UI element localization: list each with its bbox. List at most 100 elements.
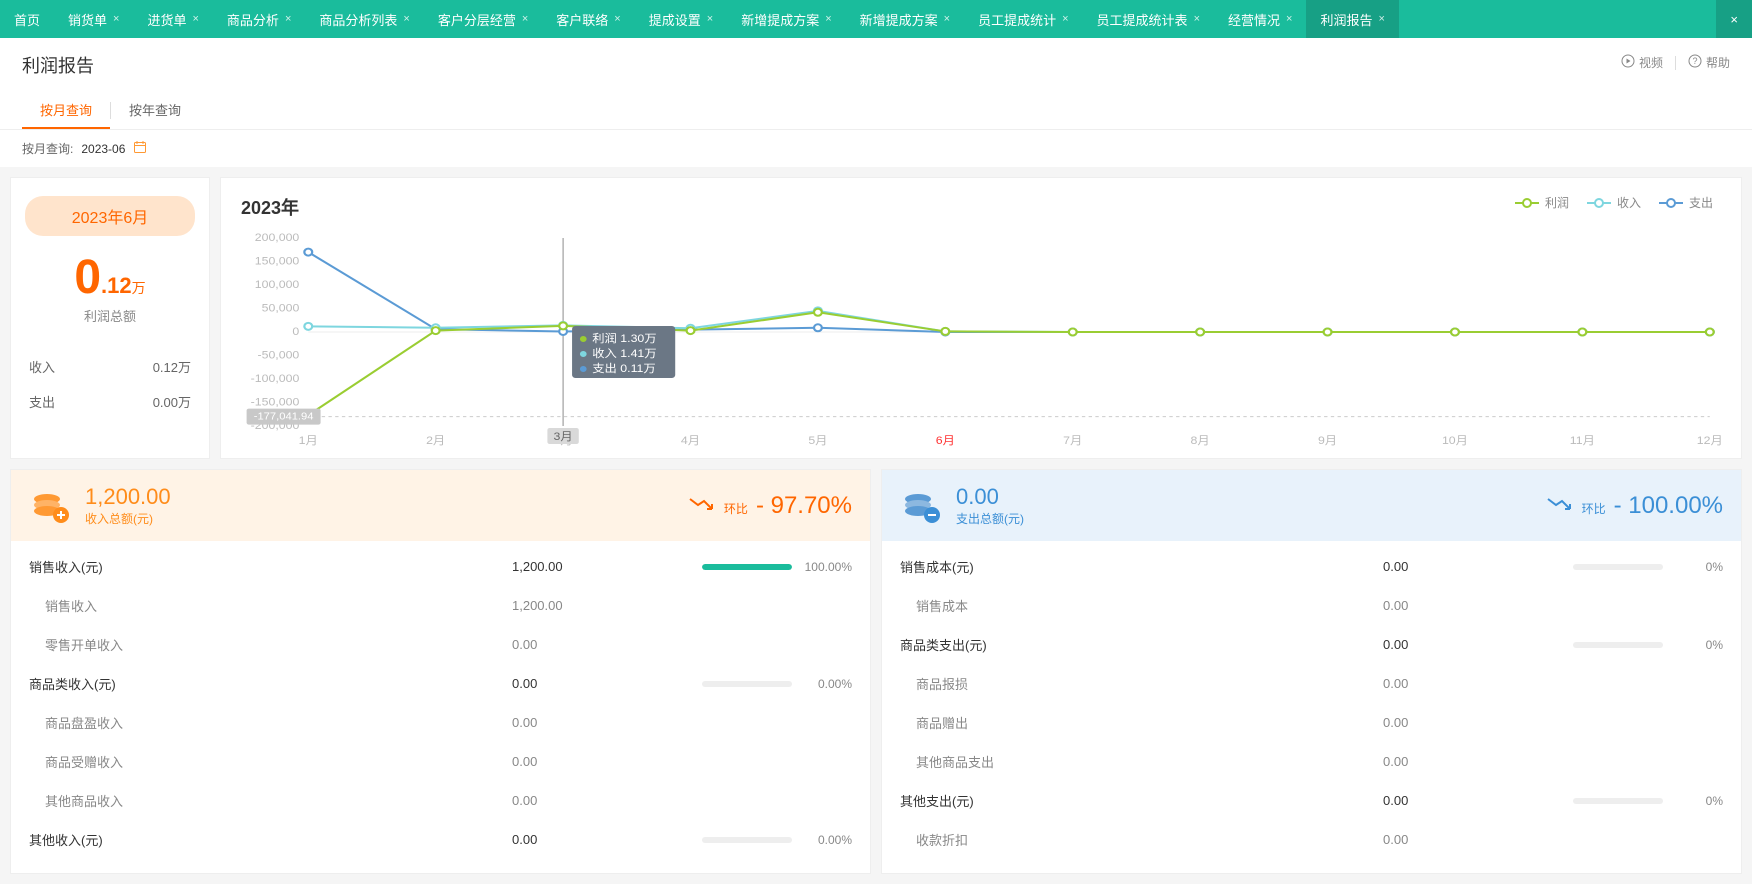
top-tab[interactable]: 新增提成方案× [846,0,964,38]
top-tab[interactable]: 利润报告× [1306,0,1398,38]
legend-profit[interactable]: 利润 [1515,194,1569,211]
top-tab[interactable]: 销货单× [54,0,133,38]
month-pill: 2023年6月 [25,196,195,236]
sub-row: 收款折扣0.00 [900,820,1723,859]
row-bar: 0.00% [652,833,852,847]
help-label: 帮助 [1706,54,1730,71]
income-trend: 环比 - 97.70% [688,492,852,520]
row-value: 0.00 [512,715,652,730]
row-name: 商品盘盈收入 [29,713,512,732]
svg-text:收入 1.41万: 收入 1.41万 [592,347,656,360]
close-icon[interactable]: × [285,13,291,25]
sub-row: 其他商品收入0.00 [29,781,852,820]
close-icon[interactable]: × [522,13,528,25]
income-amount: 1,200.00 [85,484,171,510]
close-icon[interactable]: × [1194,13,1200,25]
legend-mark-icon [1659,198,1683,208]
income-value: 0.12万 [153,357,191,376]
close-all-icon[interactable]: × [1716,0,1752,38]
trend-down-icon [1546,495,1574,513]
row-name: 商品受赠收入 [29,752,512,771]
top-tab[interactable]: 经营情况× [1214,0,1306,38]
expense-amount-block: 0.00 支出总额(元) [956,484,1024,527]
profit-unit: 万 [132,280,146,296]
close-icon[interactable]: × [707,13,713,25]
row-name: 商品报损 [900,674,1383,693]
svg-text:-150,000: -150,000 [251,396,300,408]
top-tab[interactable]: 员工提成统计表× [1083,0,1214,38]
category-row: 其他支出(元)0.000% [900,781,1723,820]
row-value: 0.00 [1383,832,1523,847]
svg-text:-177,041.94: -177,041.94 [254,411,314,422]
top-tab[interactable]: 员工提成统计× [964,0,1082,38]
svg-text:11月: 11月 [1570,435,1595,447]
expense-panel-head: 0.00 支出总额(元) 环比 - 100.00% [882,470,1741,541]
row-value: 0.00 [512,793,652,808]
tab-yearly[interactable]: 按年查询 [111,92,199,129]
row-value: 0.00 [512,637,652,652]
top-tab[interactable]: 客户分层经营× [424,0,542,38]
close-icon[interactable]: × [944,13,950,25]
close-icon[interactable]: × [1378,13,1384,25]
row-value: 0.00 [512,832,652,847]
income-amount-block: 1,200.00 收入总额(元) [85,484,171,527]
category-row: 商品类支出(元)0.000% [900,625,1723,664]
top-tab[interactable]: 商品分析列表× [305,0,423,38]
trend-down-icon [688,495,716,513]
close-icon[interactable]: × [403,13,409,25]
row-name: 零售开单收入 [29,635,512,654]
svg-text:150,000: 150,000 [255,255,300,267]
filter-date[interactable]: 2023-06 [81,142,125,156]
tab-monthly[interactable]: 按月查询 [22,92,110,129]
line-chart[interactable]: 200,000150,000100,00050,0000-50,000-100,… [241,230,1721,450]
top-tab[interactable]: 首页 [0,0,54,38]
sub-row: 商品受赠收入0.00 [29,742,852,781]
help-link[interactable]: ? 帮助 [1688,54,1730,71]
coins-minus-icon [900,485,942,527]
filter-row: 按月查询: 2023-06 [0,129,1752,167]
top-tab[interactable]: 进货单× [133,0,212,38]
video-link[interactable]: 视频 [1621,54,1663,71]
svg-text:?: ? [1692,56,1697,66]
svg-text:7月: 7月 [1063,435,1082,447]
legend-expense[interactable]: 支出 [1659,194,1713,211]
row-bar: 0.00% [652,677,852,691]
sub-tabs: 按月查询 按年查询 [22,92,1730,129]
close-icon[interactable]: × [1062,13,1068,25]
profit-dec: .12 [101,273,132,298]
close-icon[interactable]: × [614,13,620,25]
svg-text:9月: 9月 [1318,435,1337,447]
expense-rows: 销售成本(元)0.000%销售成本0.00商品类支出(元)0.000%商品报损0… [882,541,1741,873]
legend-income[interactable]: 收入 [1587,194,1641,211]
row-name: 商品赠出 [900,713,1383,732]
svg-text:6月: 6月 [936,435,955,447]
income-panel-head: 1,200.00 收入总额(元) 环比 - 97.70% [11,470,870,541]
svg-text:-100,000: -100,000 [251,373,300,385]
divider [1675,56,1676,70]
play-icon [1621,54,1635,71]
close-icon[interactable]: × [113,13,119,25]
row-bar: 0% [1523,794,1723,808]
income-panel: 1,200.00 收入总额(元) 环比 - 97.70% 销售收入(元)1,20… [10,469,871,874]
row-name: 其他收入(元) [29,830,512,849]
row-value: 0.00 [1383,559,1523,574]
profit-label: 利润总额 [25,306,195,325]
top-tab[interactable]: 提成设置× [635,0,727,38]
top-tab[interactable]: 客户联络× [542,0,634,38]
category-row: 其他收入(元)0.000.00% [29,820,852,859]
filter-label: 按月查询: [22,140,73,157]
calendar-icon[interactable] [133,140,147,157]
chart-legend: 利润 收入 支出 [1515,194,1713,211]
income-row: 收入 0.12万 [25,349,195,384]
close-icon[interactable]: × [1286,13,1292,25]
income-pct: - 97.70% [756,492,852,520]
row-value: 1,200.00 [512,559,652,574]
row-name: 收款折扣 [900,830,1383,849]
close-icon[interactable]: × [192,13,198,25]
top-tab[interactable]: 商品分析× [213,0,305,38]
top-tab[interactable]: 新增提成方案× [727,0,845,38]
close-icon[interactable]: × [825,13,831,25]
category-row: 销售收入(元)1,200.00100.00% [29,547,852,586]
income-label: 收入 [29,357,55,376]
row-bar: 100.00% [652,560,852,574]
